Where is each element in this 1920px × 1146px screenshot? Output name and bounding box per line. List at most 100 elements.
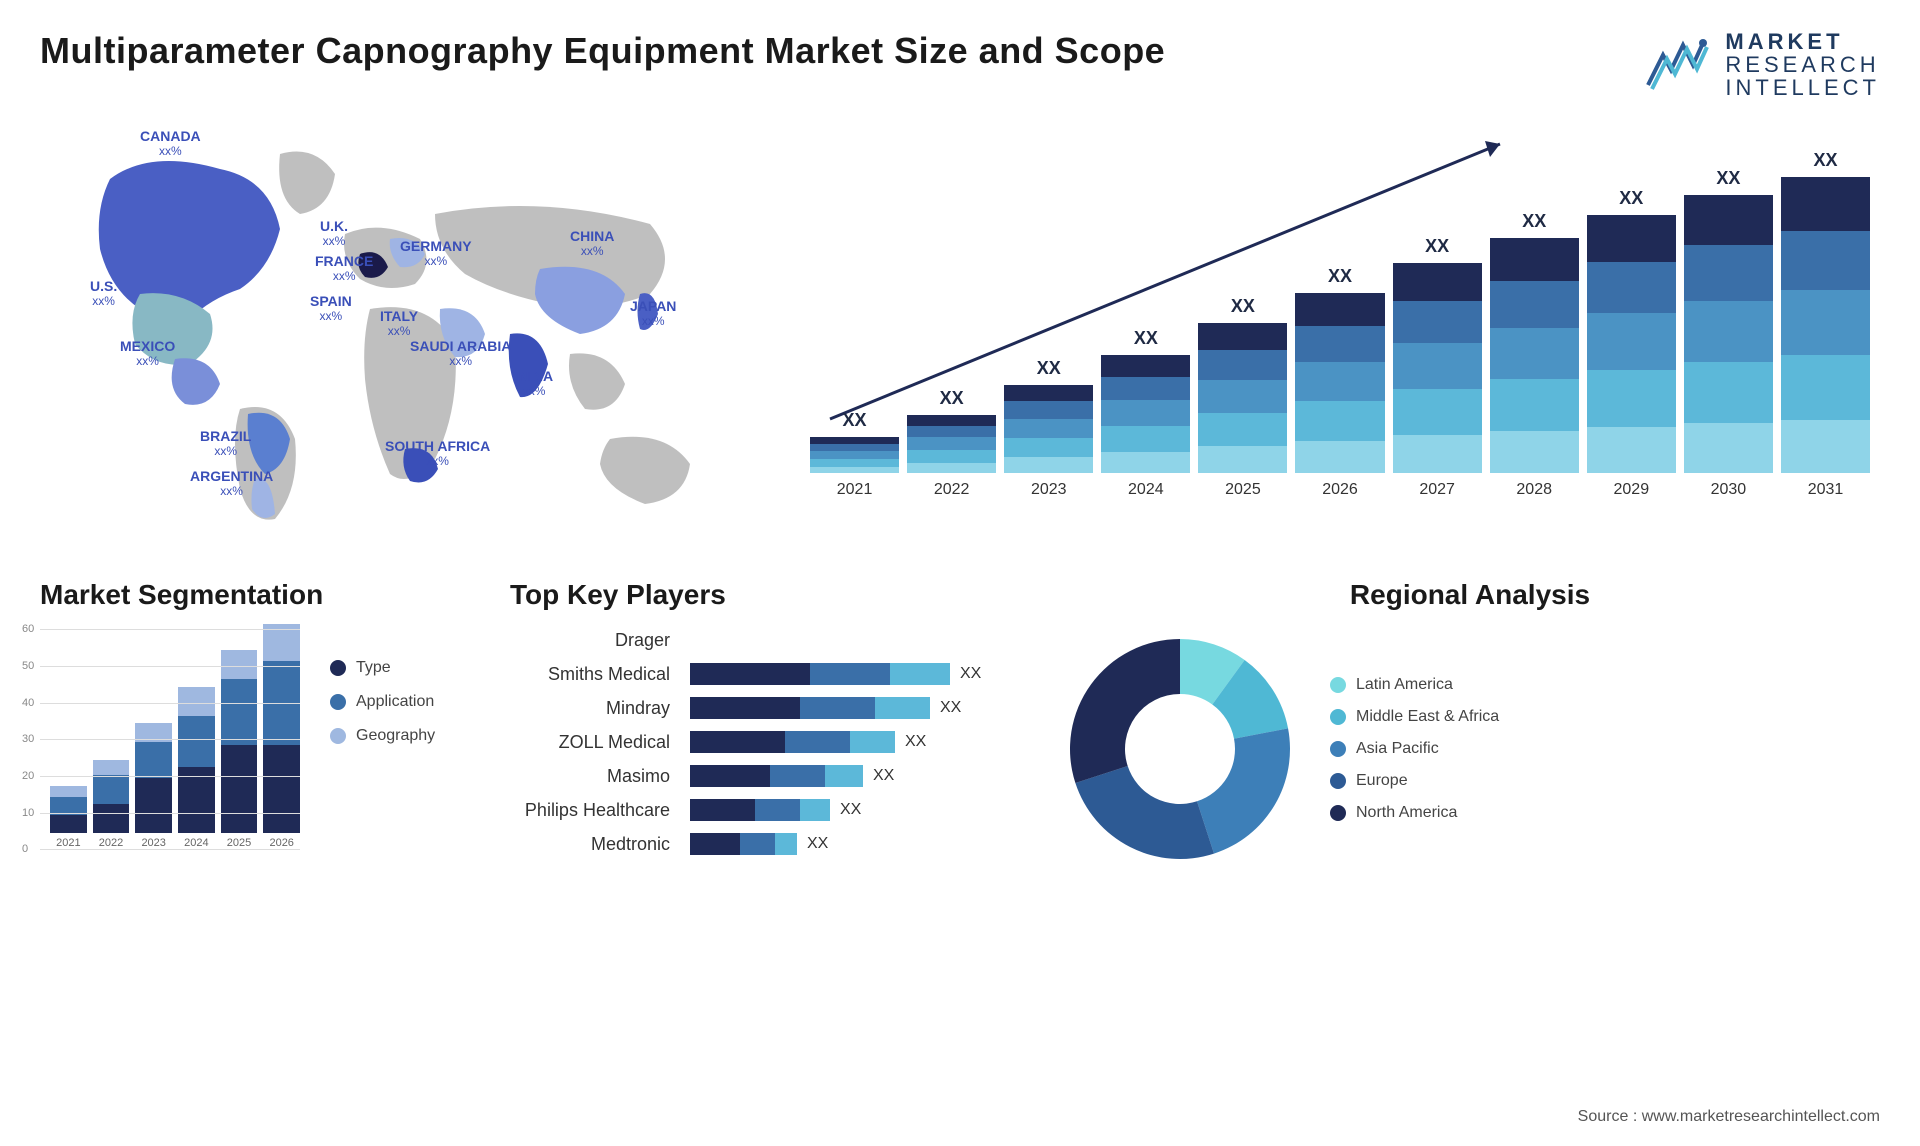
main-bar-year: 2025 [1225,481,1261,499]
legend-label: Application [356,693,434,711]
regional-title: Regional Analysis [1060,579,1880,611]
main-bar-value: XX [1328,266,1352,287]
regional-legend: Latin AmericaMiddle East & AfricaAsia Pa… [1330,676,1499,822]
regional-legend-item: Asia Pacific [1330,740,1499,758]
map-label-germany: GERMANYxx% [400,239,472,268]
seg-bar-segment [50,786,87,797]
main-bar-2030: XX2030 [1684,168,1773,499]
legend-dot [1330,773,1346,789]
player-bar-segment [690,799,755,821]
legend-label: Asia Pacific [1356,740,1439,758]
seg-bar-segment [135,742,172,779]
main-bar-segment [1101,355,1190,376]
map-label-france: FRANCExx% [315,254,373,283]
main-bar-value: XX [1522,211,1546,232]
player-bar-segment [810,663,890,685]
player-bar-segment [740,833,775,855]
player-name: Drager [615,629,670,651]
regional-legend-item: Latin America [1330,676,1499,694]
main-bar-2026: XX 2026 [1295,266,1384,499]
seg-year-label: 2022 [99,837,123,849]
legend-dot [330,694,346,710]
key-players-title: Top Key Players [510,579,1030,611]
seg-bar-segment [221,650,258,679]
legend-dot [1330,741,1346,757]
player-bar-value: XX [840,801,861,819]
seg-axis-tick: 10 [22,807,34,819]
player-bar-segment [775,833,797,855]
regional-donut [1060,629,1300,869]
seg-axis-tick: 20 [22,770,34,782]
legend-dot [1330,677,1346,693]
main-bar-segment [1295,401,1384,441]
main-bar-year: 2026 [1322,481,1358,499]
main-bar-segment [1781,420,1870,473]
main-bar-2023: XX2023 [1004,358,1093,499]
player-bar-value: XX [960,665,981,683]
seg-legend-item: Application [330,693,435,711]
map-label-u-s-: U.S.xx% [90,279,117,308]
main-bar-segment [1198,446,1287,473]
main-bar-year: 2023 [1031,481,1067,499]
map-label-italy: ITALYxx% [380,309,418,338]
main-bar-segment [810,451,899,459]
main-bar-segment [1781,290,1870,355]
player-bar-value: XX [940,699,961,717]
seg-axis-tick: 40 [22,697,34,709]
legend-label: Europe [1356,772,1408,790]
main-bar-segment [1295,362,1384,402]
main-bar-segment [1393,435,1482,473]
seg-year-label: 2021 [56,837,80,849]
player-name: Medtronic [591,833,670,855]
main-bar-2025: XX2025 [1198,296,1287,499]
player-bar-value: XX [905,733,926,751]
donut-slice [1070,639,1180,783]
segmentation-panel: Market Segmentation 20212022202320242025… [40,579,480,869]
main-bar-year: 2031 [1808,481,1844,499]
main-bar-segment [1198,413,1287,446]
main-bar-segment [1684,195,1773,245]
seg-axis-tick: 30 [22,733,34,745]
main-bar-segment [1490,328,1579,380]
main-bar-year: 2022 [934,481,970,499]
main-bar-segment [810,459,899,467]
seg-bar-2026: 2026 [263,624,300,849]
main-bar-year: 2030 [1711,481,1747,499]
main-bar-segment [1101,400,1190,426]
main-bar-chart: XX2021XX2022XX2023XX2024XX2025XX2026XX20… [790,119,1880,539]
seg-bar-2022: 2022 [93,760,130,849]
seg-bar-segment [50,815,87,833]
seg-bar-segment [221,745,258,833]
main-bar-segment [907,415,996,425]
logo-line-3: INTELLECT [1725,76,1880,99]
legend-label: Type [356,659,391,677]
map-label-saudi-arabia: SAUDI ARABIAxx% [410,339,511,368]
main-bar-segment [1781,177,1870,230]
player-bar-row: XX [690,799,1030,821]
main-bar-value: XX [1619,188,1643,209]
main-bar-segment [1781,355,1870,420]
main-bar-2021: XX2021 [810,410,899,499]
main-bar-year: 2027 [1419,481,1455,499]
main-bar-segment [1004,457,1093,473]
main-bar-segment [1684,362,1773,423]
main-bar-segment [1587,215,1676,261]
main-bar-segment [1295,441,1384,473]
main-bar-year: 2029 [1614,481,1650,499]
main-bar-segment [810,467,899,473]
player-bar-segment [875,697,930,719]
player-names: DragerSmiths MedicalMindrayZOLL MedicalM… [510,629,670,855]
seg-bar-2025: 2025 [221,650,258,849]
main-bar-segment [1684,423,1773,473]
seg-year-label: 2025 [227,837,251,849]
main-bar-segment [1004,401,1093,419]
player-bar-segment [785,731,850,753]
seg-bar-segment [178,716,215,767]
player-bar-row: XX [690,697,1030,719]
legend-dot [330,728,346,744]
world-map: CANADAxx%U.S.xx%MEXICOxx%BRAZILxx%ARGENT… [40,119,760,539]
player-bar-segment [890,663,950,685]
segmentation-legend: TypeApplicationGeography [330,629,435,869]
player-bar-segment [770,765,825,787]
seg-gridline [40,739,300,740]
